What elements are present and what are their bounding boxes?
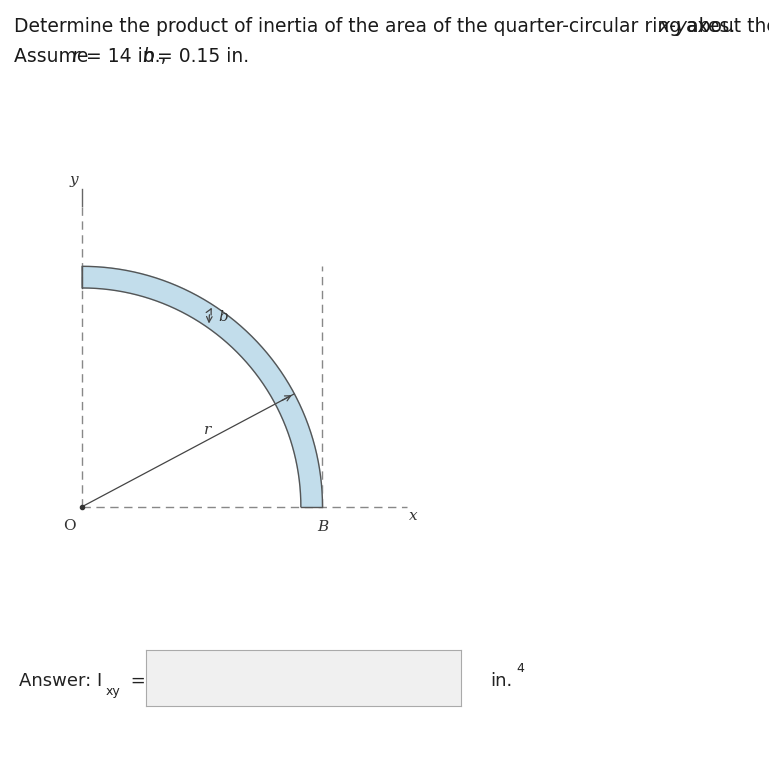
Text: = 0.15 in.: = 0.15 in. xyxy=(151,47,249,66)
Text: axes.: axes. xyxy=(680,17,735,36)
Text: Determine the product of inertia of the area of the quarter-circular ring about : Determine the product of inertia of the … xyxy=(14,17,769,36)
Text: b: b xyxy=(218,310,228,324)
Text: =: = xyxy=(125,672,151,690)
Text: y: y xyxy=(69,173,78,187)
Text: O: O xyxy=(64,518,76,533)
Text: xy: xy xyxy=(106,684,121,698)
Text: b: b xyxy=(142,47,154,66)
Text: B: B xyxy=(317,520,328,534)
Text: x: x xyxy=(409,509,418,523)
Text: r: r xyxy=(204,424,211,437)
Text: in.: in. xyxy=(491,672,513,690)
Text: Assume: Assume xyxy=(14,47,95,66)
Text: 4: 4 xyxy=(517,662,524,675)
Text: i: i xyxy=(158,669,163,688)
Text: r: r xyxy=(72,47,79,66)
Text: Answer: I: Answer: I xyxy=(19,672,102,690)
Text: = 14 in.,: = 14 in., xyxy=(80,47,172,66)
Text: x-y: x-y xyxy=(658,17,687,36)
Polygon shape xyxy=(82,266,322,506)
